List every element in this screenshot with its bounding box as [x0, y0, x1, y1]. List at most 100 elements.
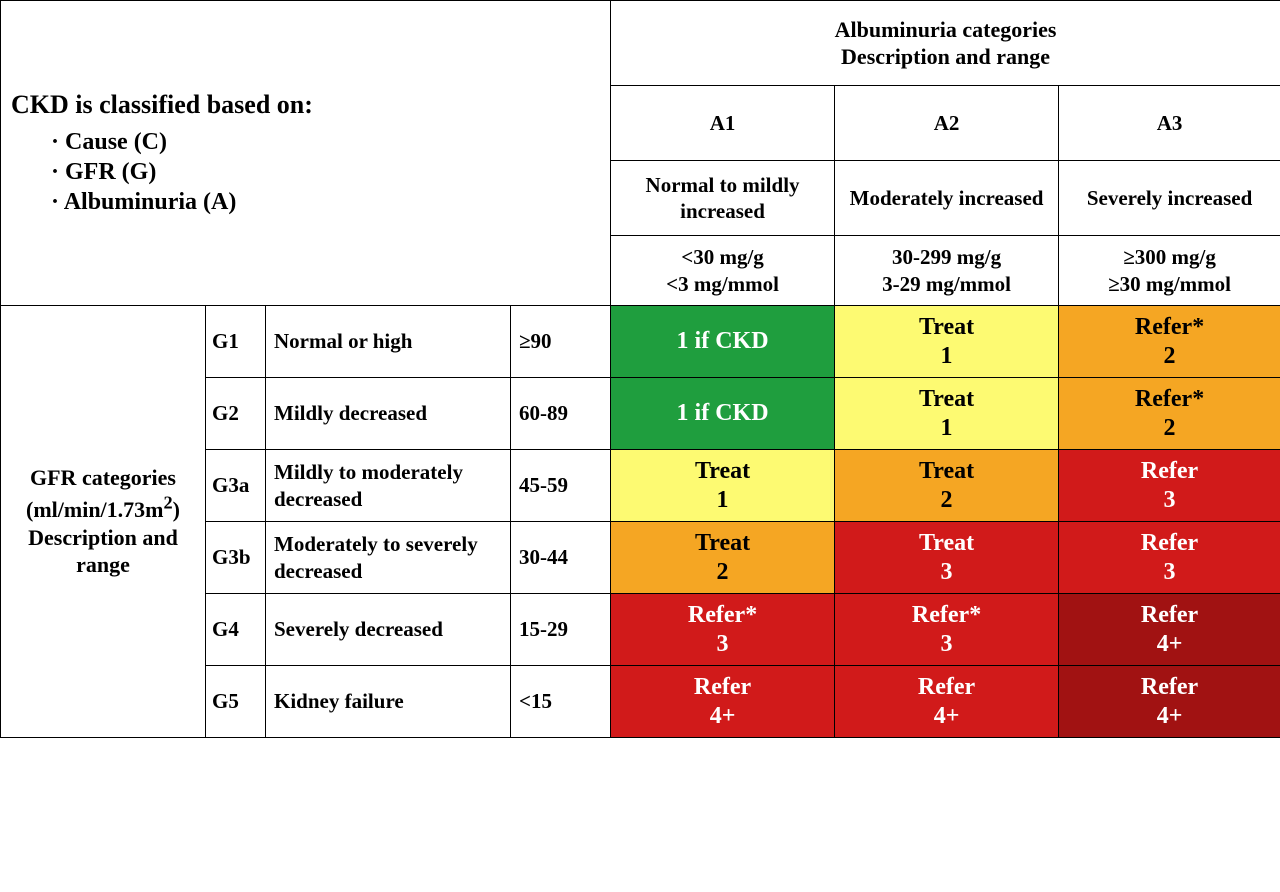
- risk-cell-action: Refer*: [611, 601, 834, 630]
- gfr-desc: Normal or high: [266, 306, 511, 378]
- alb-code: A3: [1059, 86, 1280, 161]
- alb-code: A2: [835, 86, 1059, 161]
- risk-cell-action: Refer: [611, 673, 834, 702]
- gfr-desc: Mildly to moderately decreased: [266, 450, 511, 522]
- risk-cell-value: 3: [611, 630, 834, 659]
- gfr-side-line: (ml/min/1.73m2): [26, 497, 180, 522]
- risk-cell: Treat1: [611, 450, 835, 522]
- alb-range-line: <30 mg/g: [681, 245, 764, 269]
- risk-cell-value: 2: [835, 486, 1058, 515]
- risk-cell: Treat1: [835, 378, 1059, 450]
- risk-cell-action: Treat: [835, 529, 1058, 558]
- risk-cell: Refer*3: [835, 594, 1059, 666]
- risk-cell-value: 2: [611, 558, 834, 587]
- alb-desc: Severely increased: [1059, 161, 1280, 236]
- risk-cell-action: Refer*: [1059, 385, 1280, 414]
- gfr-row: GFR categories(ml/min/1.73m2)Description…: [1, 306, 1280, 378]
- gfr-code: G1: [206, 306, 266, 378]
- classification-item: Albuminuria (A): [51, 187, 600, 217]
- risk-cell-value: 4+: [1059, 702, 1280, 731]
- risk-cell: Refer4+: [611, 666, 835, 738]
- alb-desc: Normal to mildly increased: [611, 161, 835, 236]
- risk-cell-action: 1 if CKD: [611, 327, 834, 356]
- risk-cell-value: 3: [1059, 558, 1280, 587]
- gfr-side-line: GFR categories: [30, 465, 176, 490]
- gfr-range: <15: [511, 666, 611, 738]
- risk-cell: Refer*2: [1059, 378, 1280, 450]
- risk-cell: Refer3: [1059, 522, 1280, 594]
- risk-cell: 1 if CKD: [611, 378, 835, 450]
- risk-cell-value: 2: [1059, 342, 1280, 371]
- gfr-code: G3b: [206, 522, 266, 594]
- classification-item: GFR (G): [51, 157, 600, 187]
- risk-cell-value: 3: [835, 558, 1058, 587]
- albuminuria-header: Albuminuria categories Description and r…: [611, 1, 1280, 86]
- alb-range-line: 30-299 mg/g: [892, 245, 1001, 269]
- alb-range-line: <3 mg/mmol: [666, 272, 779, 296]
- risk-cell-action: Refer: [1059, 529, 1280, 558]
- risk-cell-action: Treat: [611, 529, 834, 558]
- alb-range-line: 3-29 mg/mmol: [882, 272, 1011, 296]
- gfr-desc: Moderately to severely decreased: [266, 522, 511, 594]
- alb-range: 30-299 mg/g 3-29 mg/mmol: [835, 236, 1059, 306]
- gfr-side-header: GFR categories (ml/min/1.73m2) Description…: [1, 306, 206, 738]
- alb-range-line: ≥30 mg/mmol: [1108, 272, 1231, 296]
- risk-cell: Refer*2: [1059, 306, 1280, 378]
- risk-cell-action: Refer: [1059, 601, 1280, 630]
- risk-cell-action: Refer*: [1059, 313, 1280, 342]
- gfr-code: G2: [206, 378, 266, 450]
- risk-cell: 1 if CKD: [611, 306, 835, 378]
- gfr-code: G4: [206, 594, 266, 666]
- risk-cell-action: 1 if CKD: [611, 399, 834, 428]
- risk-cell-action: Treat: [835, 385, 1058, 414]
- risk-cell: Refer3: [1059, 450, 1280, 522]
- risk-cell-action: Treat: [835, 313, 1058, 342]
- risk-cell: Treat1: [835, 306, 1059, 378]
- risk-cell-value: 4+: [835, 702, 1058, 731]
- alb-range: <30 mg/g <3 mg/mmol: [611, 236, 835, 306]
- albuminuria-header-line1: Albuminuria categories: [835, 17, 1057, 42]
- risk-cell-action: Treat: [835, 457, 1058, 486]
- risk-cell-action: Refer: [1059, 673, 1280, 702]
- risk-cell: Refer4+: [1059, 666, 1280, 738]
- risk-cell-value: 1: [611, 486, 834, 515]
- risk-cell-action: Refer: [1059, 457, 1280, 486]
- header-row-1: CKD is classified based on: Cause (C) GF…: [1, 1, 1280, 86]
- gfr-code: G3a: [206, 450, 266, 522]
- risk-cell-value: 4+: [1059, 630, 1280, 659]
- risk-cell-value: 4+: [611, 702, 834, 731]
- gfr-range: 15-29: [511, 594, 611, 666]
- alb-range-line: ≥300 mg/g: [1123, 245, 1216, 269]
- risk-cell: Refer4+: [1059, 594, 1280, 666]
- risk-cell: Treat2: [835, 450, 1059, 522]
- gfr-desc: Severely decreased: [266, 594, 511, 666]
- risk-cell: Treat2: [611, 522, 835, 594]
- albuminuria-header-line2: Description and range: [841, 44, 1050, 69]
- gfr-code: G5: [206, 666, 266, 738]
- risk-cell: Treat3: [835, 522, 1059, 594]
- gfr-range: 30-44: [511, 522, 611, 594]
- gfr-desc: Kidney failure: [266, 666, 511, 738]
- gfr-range: 45-59: [511, 450, 611, 522]
- alb-range: ≥300 mg/g ≥30 mg/mmol: [1059, 236, 1280, 306]
- risk-cell-value: 3: [1059, 486, 1280, 515]
- risk-cell-action: Refer: [835, 673, 1058, 702]
- gfr-side-line: Description and range: [28, 525, 178, 578]
- alb-desc: Moderately increased: [835, 161, 1059, 236]
- risk-cell-value: 1: [835, 342, 1058, 371]
- risk-cell-value: 2: [1059, 414, 1280, 443]
- risk-cell: Refer*3: [611, 594, 835, 666]
- gfr-desc: Mildly decreased: [266, 378, 511, 450]
- risk-cell-value: 3: [835, 630, 1058, 659]
- alb-code: A1: [611, 86, 835, 161]
- classification-title: CKD is classified based on:: [11, 89, 600, 122]
- classification-list: Cause (C) GFR (G) Albuminuria (A): [51, 127, 600, 217]
- risk-cell-value: 1: [835, 414, 1058, 443]
- gfr-range: 60-89: [511, 378, 611, 450]
- risk-cell-action: Refer*: [835, 601, 1058, 630]
- risk-cell-action: Treat: [611, 457, 834, 486]
- ckd-classification-table: CKD is classified based on: Cause (C) GF…: [0, 0, 1280, 738]
- risk-cell: Refer4+: [835, 666, 1059, 738]
- classification-panel: CKD is classified based on: Cause (C) GF…: [1, 1, 611, 306]
- gfr-range: ≥90: [511, 306, 611, 378]
